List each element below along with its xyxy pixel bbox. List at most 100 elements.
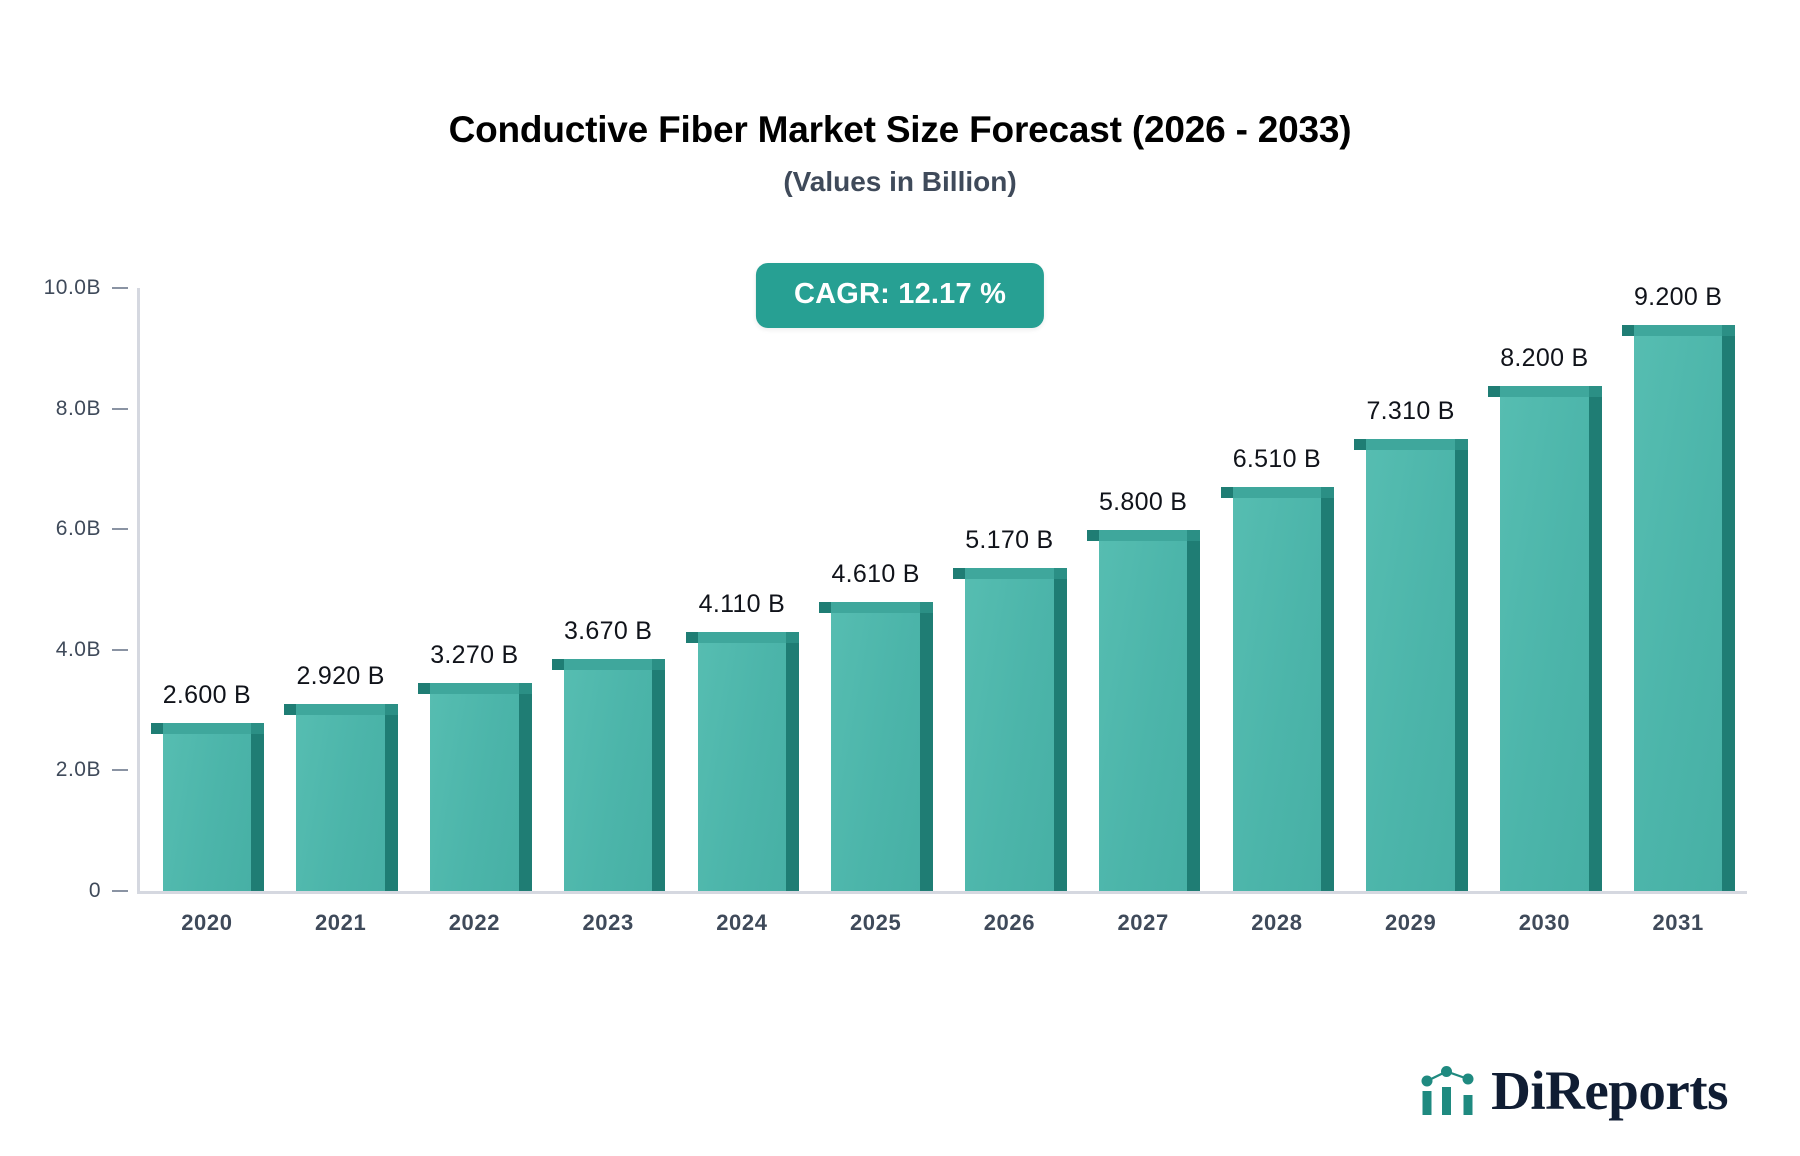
- bar[interactable]: [1488, 385, 1602, 891]
- bar-corner-face: [1321, 487, 1334, 499]
- bar[interactable]: [418, 682, 532, 891]
- bar-group[interactable]: 8.200 B: [1488, 288, 1602, 891]
- y-axis-tick: 4.0B: [0, 635, 128, 665]
- bar-group[interactable]: 7.310 B: [1354, 288, 1468, 891]
- bar-value-label: 2.600 B: [162, 681, 252, 710]
- bar[interactable]: [1086, 530, 1201, 891]
- bar-left-wedge: [953, 568, 966, 580]
- bar-corner-face: [1187, 530, 1201, 542]
- bar-side-face: [1454, 450, 1468, 891]
- bar-side-face: [518, 693, 532, 891]
- y-axis-tick-mark: [112, 528, 128, 531]
- y-axis-tick-label: 0: [88, 879, 101, 902]
- x-axis-tick-label: 2027: [1117, 910, 1169, 935]
- bar-side-face: [384, 714, 398, 891]
- bar-value-label: 6.510 B: [1232, 445, 1322, 474]
- bar-left-wedge: [1488, 385, 1501, 397]
- bar-left-wedge: [1086, 530, 1099, 542]
- bar-value-label: 4.110 B: [698, 590, 786, 619]
- bar[interactable]: [685, 632, 799, 891]
- bar[interactable]: [819, 602, 933, 891]
- bar[interactable]: [953, 568, 1067, 891]
- x-axis-tick-label: 2022: [448, 910, 501, 935]
- x-axis-tick-label: 2026: [983, 910, 1036, 935]
- y-axis-tick: 6.0B: [0, 514, 128, 544]
- bar-group[interactable]: 6.510 B: [1220, 288, 1334, 891]
- bar-left-wedge: [418, 682, 431, 694]
- y-axis-tick-mark: [112, 648, 128, 651]
- bar-left-wedge: [819, 602, 832, 614]
- bar-side-face: [1722, 336, 1736, 891]
- bar-side-face: [1321, 498, 1334, 891]
- bar[interactable]: [1220, 487, 1334, 891]
- bar-group[interactable]: 9.200 B: [1621, 283, 1736, 891]
- bar-corner-face: [652, 658, 666, 670]
- bar-top-face: [430, 682, 519, 694]
- bar[interactable]: [1621, 325, 1736, 891]
- y-axis-tick-mark: [112, 769, 128, 772]
- bar-side-face: [919, 613, 933, 891]
- bar-value-label: 8.200 B: [1500, 343, 1589, 372]
- bar-front-face: [430, 693, 519, 891]
- bar-corner-face: [1722, 325, 1736, 337]
- bar-side-face: [1588, 396, 1602, 891]
- bars-layer: 2.600 B 2.920 B 3.270 B 3.670 B 4.110 B 4.610…: [140, 283, 1745, 891]
- bar-left-wedge: [1354, 439, 1367, 451]
- bar[interactable]: [284, 703, 398, 891]
- bar-top-face: [1500, 385, 1589, 397]
- x-axis-tick-label: 2023: [582, 910, 634, 935]
- bar-corner-face: [1454, 439, 1468, 451]
- y-axis-tick: 10.0B: [0, 273, 128, 303]
- cagr-badge: CAGR: 12.17 %: [755, 263, 1045, 328]
- bar-front-face: [296, 714, 385, 891]
- bar-corner-face: [919, 602, 933, 614]
- bar-front-face: [1366, 450, 1455, 891]
- y-axis-tick: 8.0B: [0, 394, 128, 424]
- bar-value-label: 4.610 B: [831, 560, 920, 589]
- x-axis-tick-label: 2029: [1384, 910, 1437, 935]
- bar-group[interactable]: 3.270 B: [418, 288, 532, 891]
- bar-top-face: [831, 602, 920, 614]
- bar-value-label: 5.170 B: [965, 526, 1054, 555]
- bar-group[interactable]: 5.800 B: [1086, 288, 1201, 891]
- bar[interactable]: [1354, 439, 1468, 891]
- x-axis-tick-label: 2025: [849, 910, 902, 935]
- bar-side-face: [652, 669, 666, 891]
- bar-group[interactable]: 2.600 B: [150, 288, 264, 891]
- bar-top-face: [1098, 530, 1188, 542]
- x-axis-tick-label: 2021: [314, 910, 367, 935]
- y-axis-tick: 2.0B: [0, 755, 128, 785]
- x-axis-tick-label: 2020: [181, 910, 233, 935]
- bar-chart-logo-icon: [1421, 1065, 1474, 1115]
- bar-left-wedge: [551, 658, 564, 670]
- bar[interactable]: [551, 658, 666, 891]
- x-axis-line: [137, 891, 1747, 894]
- y-axis-tick: 0: [0, 876, 128, 906]
- y-axis-line: [137, 288, 140, 893]
- page-title: Conductive Fiber Market Size Forecast (2…: [448, 109, 1352, 150]
- bar-side-face: [786, 643, 799, 891]
- bar-group[interactable]: 2.920 B: [284, 288, 398, 891]
- y-axis-tick-mark: [112, 407, 128, 410]
- bar-group[interactable]: 4.110 B: [685, 288, 799, 891]
- bar-corner-face: [786, 632, 799, 644]
- bar-left-wedge: [685, 632, 698, 644]
- y-axis-tick-label: 10.0B: [43, 276, 101, 299]
- x-axis-tick-label: 2024: [716, 910, 768, 935]
- bar-group[interactable]: 5.170 B: [953, 288, 1067, 891]
- bar-corner-face: [518, 682, 532, 694]
- bar-top-face: [1232, 487, 1321, 499]
- bar-front-face: [831, 613, 920, 891]
- x-axis-tick-label: 2031: [1652, 910, 1704, 935]
- bar-group[interactable]: 4.610 B: [819, 288, 933, 891]
- bar-front-face: [965, 579, 1054, 891]
- direports-logo: DiReports: [1419, 1063, 1728, 1118]
- bar-group[interactable]: 3.670 B: [551, 288, 666, 891]
- bar-corner-face: [251, 723, 264, 735]
- bar[interactable]: [150, 723, 264, 891]
- bar-side-face: [1053, 579, 1067, 891]
- bar-side-face: [251, 734, 264, 891]
- bar-front-face: [1098, 541, 1188, 891]
- bar-value-label: 9.200 B: [1633, 283, 1723, 312]
